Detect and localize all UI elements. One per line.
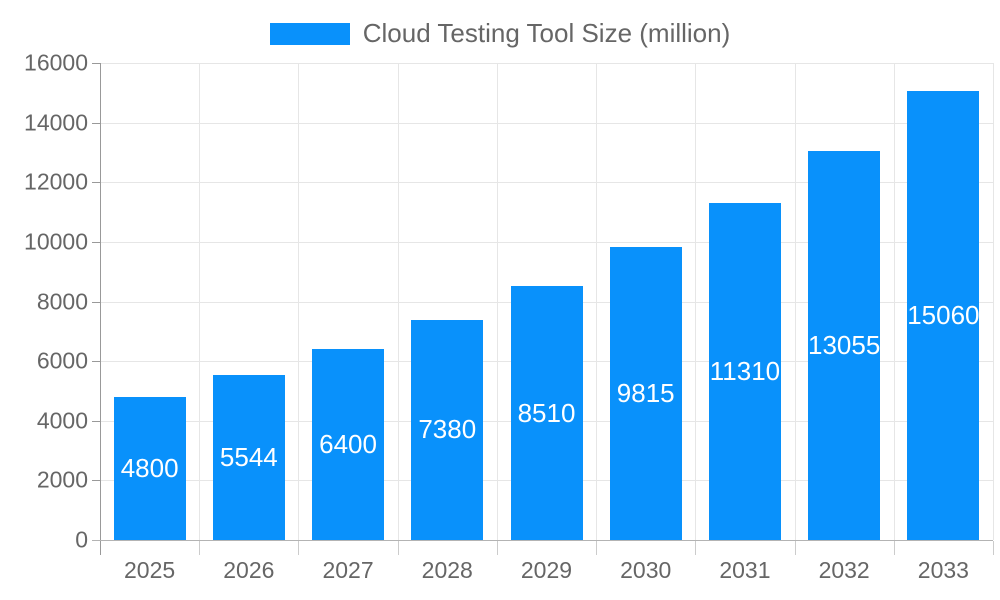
y-axis-tick bbox=[92, 63, 100, 64]
x-axis-tick bbox=[298, 541, 300, 555]
y-axis-label: 10000 bbox=[24, 228, 88, 255]
gridline-vertical bbox=[893, 63, 895, 540]
gridline-horizontal bbox=[100, 122, 993, 124]
gridline-vertical bbox=[199, 63, 201, 540]
bar-value-label: 15060 bbox=[907, 300, 980, 330]
gridline-horizontal bbox=[100, 63, 993, 64]
y-axis-label: 2000 bbox=[36, 466, 88, 493]
x-axis-label: 2030 bbox=[620, 557, 672, 583]
y-axis-label: 8000 bbox=[36, 288, 88, 314]
x-axis-tick bbox=[496, 541, 498, 555]
gridline-vertical bbox=[298, 63, 300, 540]
y-axis-tick bbox=[92, 480, 100, 482]
x-axis-tick bbox=[596, 541, 598, 555]
x-axis-tick bbox=[993, 541, 994, 555]
gridline-vertical bbox=[794, 63, 796, 540]
bar-2033[interactable] bbox=[907, 91, 980, 540]
bar-value-label: 9815 bbox=[616, 378, 675, 409]
x-axis-label: 2028 bbox=[421, 557, 473, 583]
gridline-vertical bbox=[596, 63, 598, 540]
x-axis-label: 2032 bbox=[818, 557, 870, 583]
x-axis-label: 2029 bbox=[520, 557, 573, 583]
legend-label[interactable]: Cloud Testing Tool Size (million) bbox=[362, 18, 731, 48]
y-axis-label: 4000 bbox=[36, 407, 88, 434]
x-axis-label: 2027 bbox=[322, 557, 374, 583]
y-axis-label: 6000 bbox=[36, 347, 88, 374]
y-axis-tick bbox=[92, 241, 100, 243]
y-axis-label: 12000 bbox=[24, 168, 88, 195]
bar-value-label: 8510 bbox=[517, 397, 576, 428]
bar-value-label: 4800 bbox=[120, 452, 179, 483]
bar-2025[interactable] bbox=[113, 396, 186, 540]
x-axis-label: 2031 bbox=[719, 557, 771, 583]
bar-value-label: 5544 bbox=[219, 441, 278, 472]
y-axis-tick bbox=[92, 301, 100, 303]
y-axis-label: 14000 bbox=[24, 109, 88, 136]
gridline-horizontal bbox=[100, 241, 993, 243]
x-axis-label: 2025 bbox=[124, 557, 176, 583]
chart-legend: Cloud Testing Tool Size (million) bbox=[0, 18, 1000, 49]
bar-2031[interactable] bbox=[708, 202, 781, 540]
bar-2030[interactable] bbox=[609, 247, 682, 540]
y-axis-line bbox=[100, 63, 101, 555]
y-axis-label: 0 bbox=[75, 526, 88, 553]
y-axis-label: 16000 bbox=[24, 49, 88, 76]
x-axis-line bbox=[92, 540, 993, 541]
x-axis-tick bbox=[397, 541, 399, 555]
gridline-vertical bbox=[397, 63, 399, 540]
bar-value-label: 7380 bbox=[418, 414, 477, 445]
x-axis-label: 2026 bbox=[223, 557, 275, 583]
x-axis-tick bbox=[893, 541, 895, 555]
bar-2029[interactable] bbox=[510, 286, 583, 540]
x-axis-tick bbox=[794, 541, 796, 555]
bar-value-label: 13055 bbox=[808, 329, 881, 360]
bar-value-label: 11310 bbox=[709, 355, 781, 386]
bar-2032[interactable] bbox=[808, 150, 881, 540]
y-axis-tick bbox=[92, 122, 100, 124]
x-axis-label: 2033 bbox=[917, 557, 969, 583]
y-axis-tick bbox=[92, 182, 100, 184]
x-axis-tick bbox=[695, 541, 697, 555]
gridline-vertical bbox=[695, 63, 697, 540]
bar-2027[interactable] bbox=[312, 349, 385, 540]
bar-value-label: 6400 bbox=[319, 429, 377, 460]
y-axis-tick bbox=[92, 420, 100, 422]
gridline-vertical bbox=[993, 63, 994, 540]
gridline-horizontal bbox=[100, 182, 993, 184]
bar-2026[interactable] bbox=[212, 374, 285, 540]
y-axis-tick bbox=[92, 361, 100, 363]
legend-swatch[interactable] bbox=[269, 22, 350, 45]
gridline-vertical bbox=[496, 63, 498, 540]
x-axis-tick bbox=[199, 541, 201, 555]
bar-2028[interactable] bbox=[411, 319, 484, 540]
